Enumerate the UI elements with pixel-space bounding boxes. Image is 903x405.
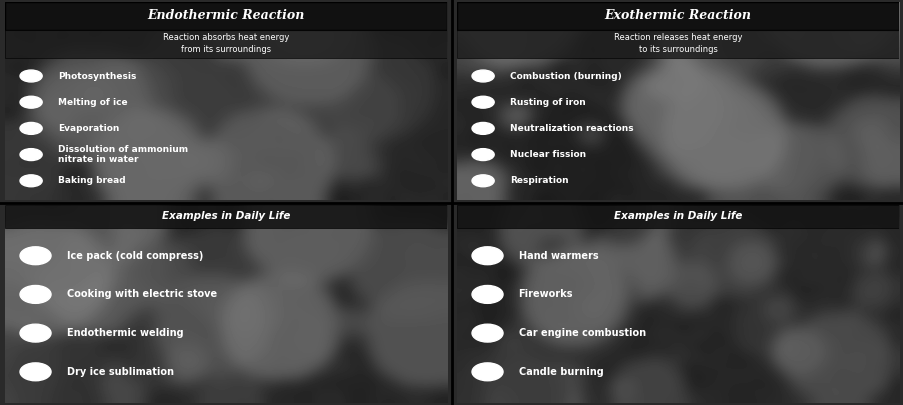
Text: Evaporation: Evaporation bbox=[58, 124, 119, 133]
Ellipse shape bbox=[20, 96, 42, 108]
Text: Dry ice sublimation: Dry ice sublimation bbox=[67, 367, 173, 377]
Text: Photosynthesis: Photosynthesis bbox=[58, 72, 135, 81]
Text: Fireworks: Fireworks bbox=[518, 290, 573, 299]
Ellipse shape bbox=[471, 96, 494, 108]
Text: Exothermic Reaction: Exothermic Reaction bbox=[604, 9, 750, 22]
Text: Endothermic Reaction: Endothermic Reaction bbox=[147, 9, 304, 22]
Text: Rusting of iron: Rusting of iron bbox=[509, 98, 585, 107]
Text: Melting of ice: Melting of ice bbox=[58, 98, 127, 107]
Ellipse shape bbox=[471, 363, 502, 381]
Ellipse shape bbox=[471, 324, 502, 342]
Text: Respiration: Respiration bbox=[509, 176, 568, 185]
Ellipse shape bbox=[20, 149, 42, 160]
Ellipse shape bbox=[20, 70, 42, 82]
Ellipse shape bbox=[20, 324, 51, 342]
Text: Examples in Daily Life: Examples in Daily Life bbox=[613, 211, 741, 222]
Ellipse shape bbox=[471, 286, 502, 303]
Text: Cooking with electric stove: Cooking with electric stove bbox=[67, 290, 217, 299]
FancyBboxPatch shape bbox=[456, 30, 898, 58]
Ellipse shape bbox=[471, 70, 494, 82]
Text: Neutralization reactions: Neutralization reactions bbox=[509, 124, 633, 133]
Ellipse shape bbox=[471, 122, 494, 134]
Text: Examples in Daily Life: Examples in Daily Life bbox=[162, 211, 290, 222]
FancyBboxPatch shape bbox=[5, 2, 447, 30]
FancyBboxPatch shape bbox=[5, 205, 447, 228]
Text: Nuclear fission: Nuclear fission bbox=[509, 150, 585, 159]
Text: Reaction releases heat energy
to its surroundings: Reaction releases heat energy to its sur… bbox=[613, 33, 741, 54]
Ellipse shape bbox=[471, 247, 502, 264]
FancyBboxPatch shape bbox=[456, 2, 898, 30]
Ellipse shape bbox=[20, 363, 51, 381]
FancyBboxPatch shape bbox=[456, 205, 898, 228]
Text: Baking bread: Baking bread bbox=[58, 176, 126, 185]
Text: Ice pack (cold compress): Ice pack (cold compress) bbox=[67, 251, 202, 261]
Text: Dissolution of ammonium
nitrate in water: Dissolution of ammonium nitrate in water bbox=[58, 145, 188, 164]
Ellipse shape bbox=[20, 286, 51, 303]
Text: Endothermic welding: Endothermic welding bbox=[67, 328, 183, 338]
Ellipse shape bbox=[471, 175, 494, 187]
Ellipse shape bbox=[20, 122, 42, 134]
Text: Hand warmers: Hand warmers bbox=[518, 251, 598, 261]
Text: Car engine combustion: Car engine combustion bbox=[518, 328, 645, 338]
Text: Reaction absorbs heat energy
from its surroundings: Reaction absorbs heat energy from its su… bbox=[163, 33, 289, 54]
Text: Candle burning: Candle burning bbox=[518, 367, 602, 377]
Ellipse shape bbox=[471, 149, 494, 160]
Ellipse shape bbox=[20, 175, 42, 187]
FancyBboxPatch shape bbox=[5, 30, 447, 58]
Text: Combustion (burning): Combustion (burning) bbox=[509, 72, 620, 81]
Ellipse shape bbox=[20, 247, 51, 264]
